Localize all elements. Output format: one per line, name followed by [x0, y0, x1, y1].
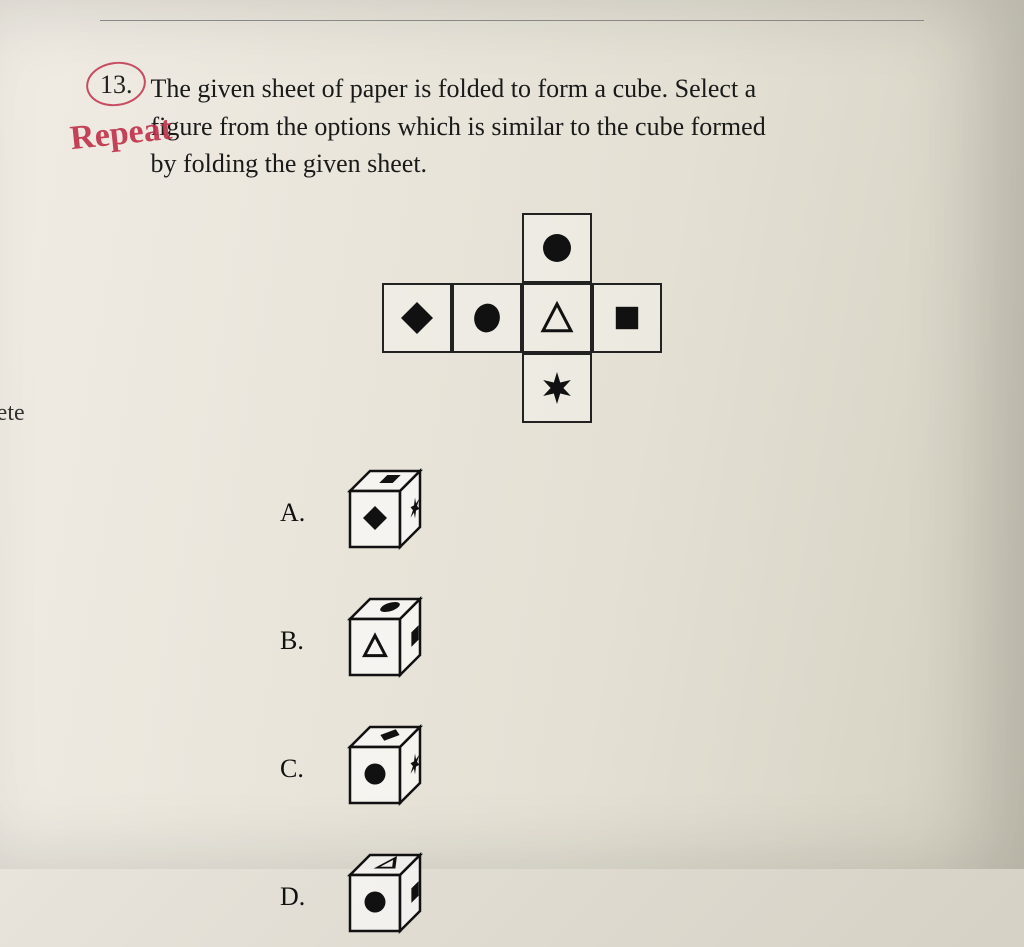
net-cell	[592, 283, 662, 353]
net-cell	[522, 353, 592, 423]
blob-icon	[467, 298, 507, 338]
circle-icon	[537, 228, 577, 268]
cube-option	[330, 463, 440, 563]
option-label: C.	[280, 754, 330, 784]
star-icon	[537, 368, 577, 408]
page: 13. The given sheet of paper is folded t…	[0, 0, 1024, 869]
side-cut-text: lete	[0, 400, 25, 427]
top-rule	[100, 20, 924, 21]
option-row: A.	[280, 463, 944, 563]
cube-net-diagram	[382, 213, 662, 423]
pen-circle-icon	[83, 58, 149, 110]
option-row: B.	[280, 591, 944, 691]
net-cell	[522, 283, 592, 353]
option-label: A.	[280, 498, 330, 528]
circle-icon	[360, 759, 390, 789]
cube-option	[330, 591, 440, 691]
triangle-icon	[537, 298, 577, 338]
net-cell	[382, 283, 452, 353]
diamond-icon	[360, 503, 390, 533]
triangle-icon	[360, 631, 390, 661]
question-number-wrap: 13.	[100, 70, 133, 100]
option-label: B.	[280, 626, 330, 656]
square-icon	[607, 298, 647, 338]
cube-option	[330, 847, 440, 947]
cube-option	[330, 719, 440, 819]
question-row: 13. The given sheet of paper is folded t…	[100, 70, 944, 183]
net-cell	[522, 213, 592, 283]
diamond-icon	[397, 298, 437, 338]
option-label: D.	[280, 882, 330, 912]
question-text: The given sheet of paper is folded to fo…	[151, 70, 791, 183]
option-row: C.	[280, 719, 944, 819]
net-cell	[452, 283, 522, 353]
circle-icon	[360, 887, 390, 917]
option-row: D.	[280, 847, 944, 947]
options-list: A. B. C. D.	[280, 463, 944, 947]
